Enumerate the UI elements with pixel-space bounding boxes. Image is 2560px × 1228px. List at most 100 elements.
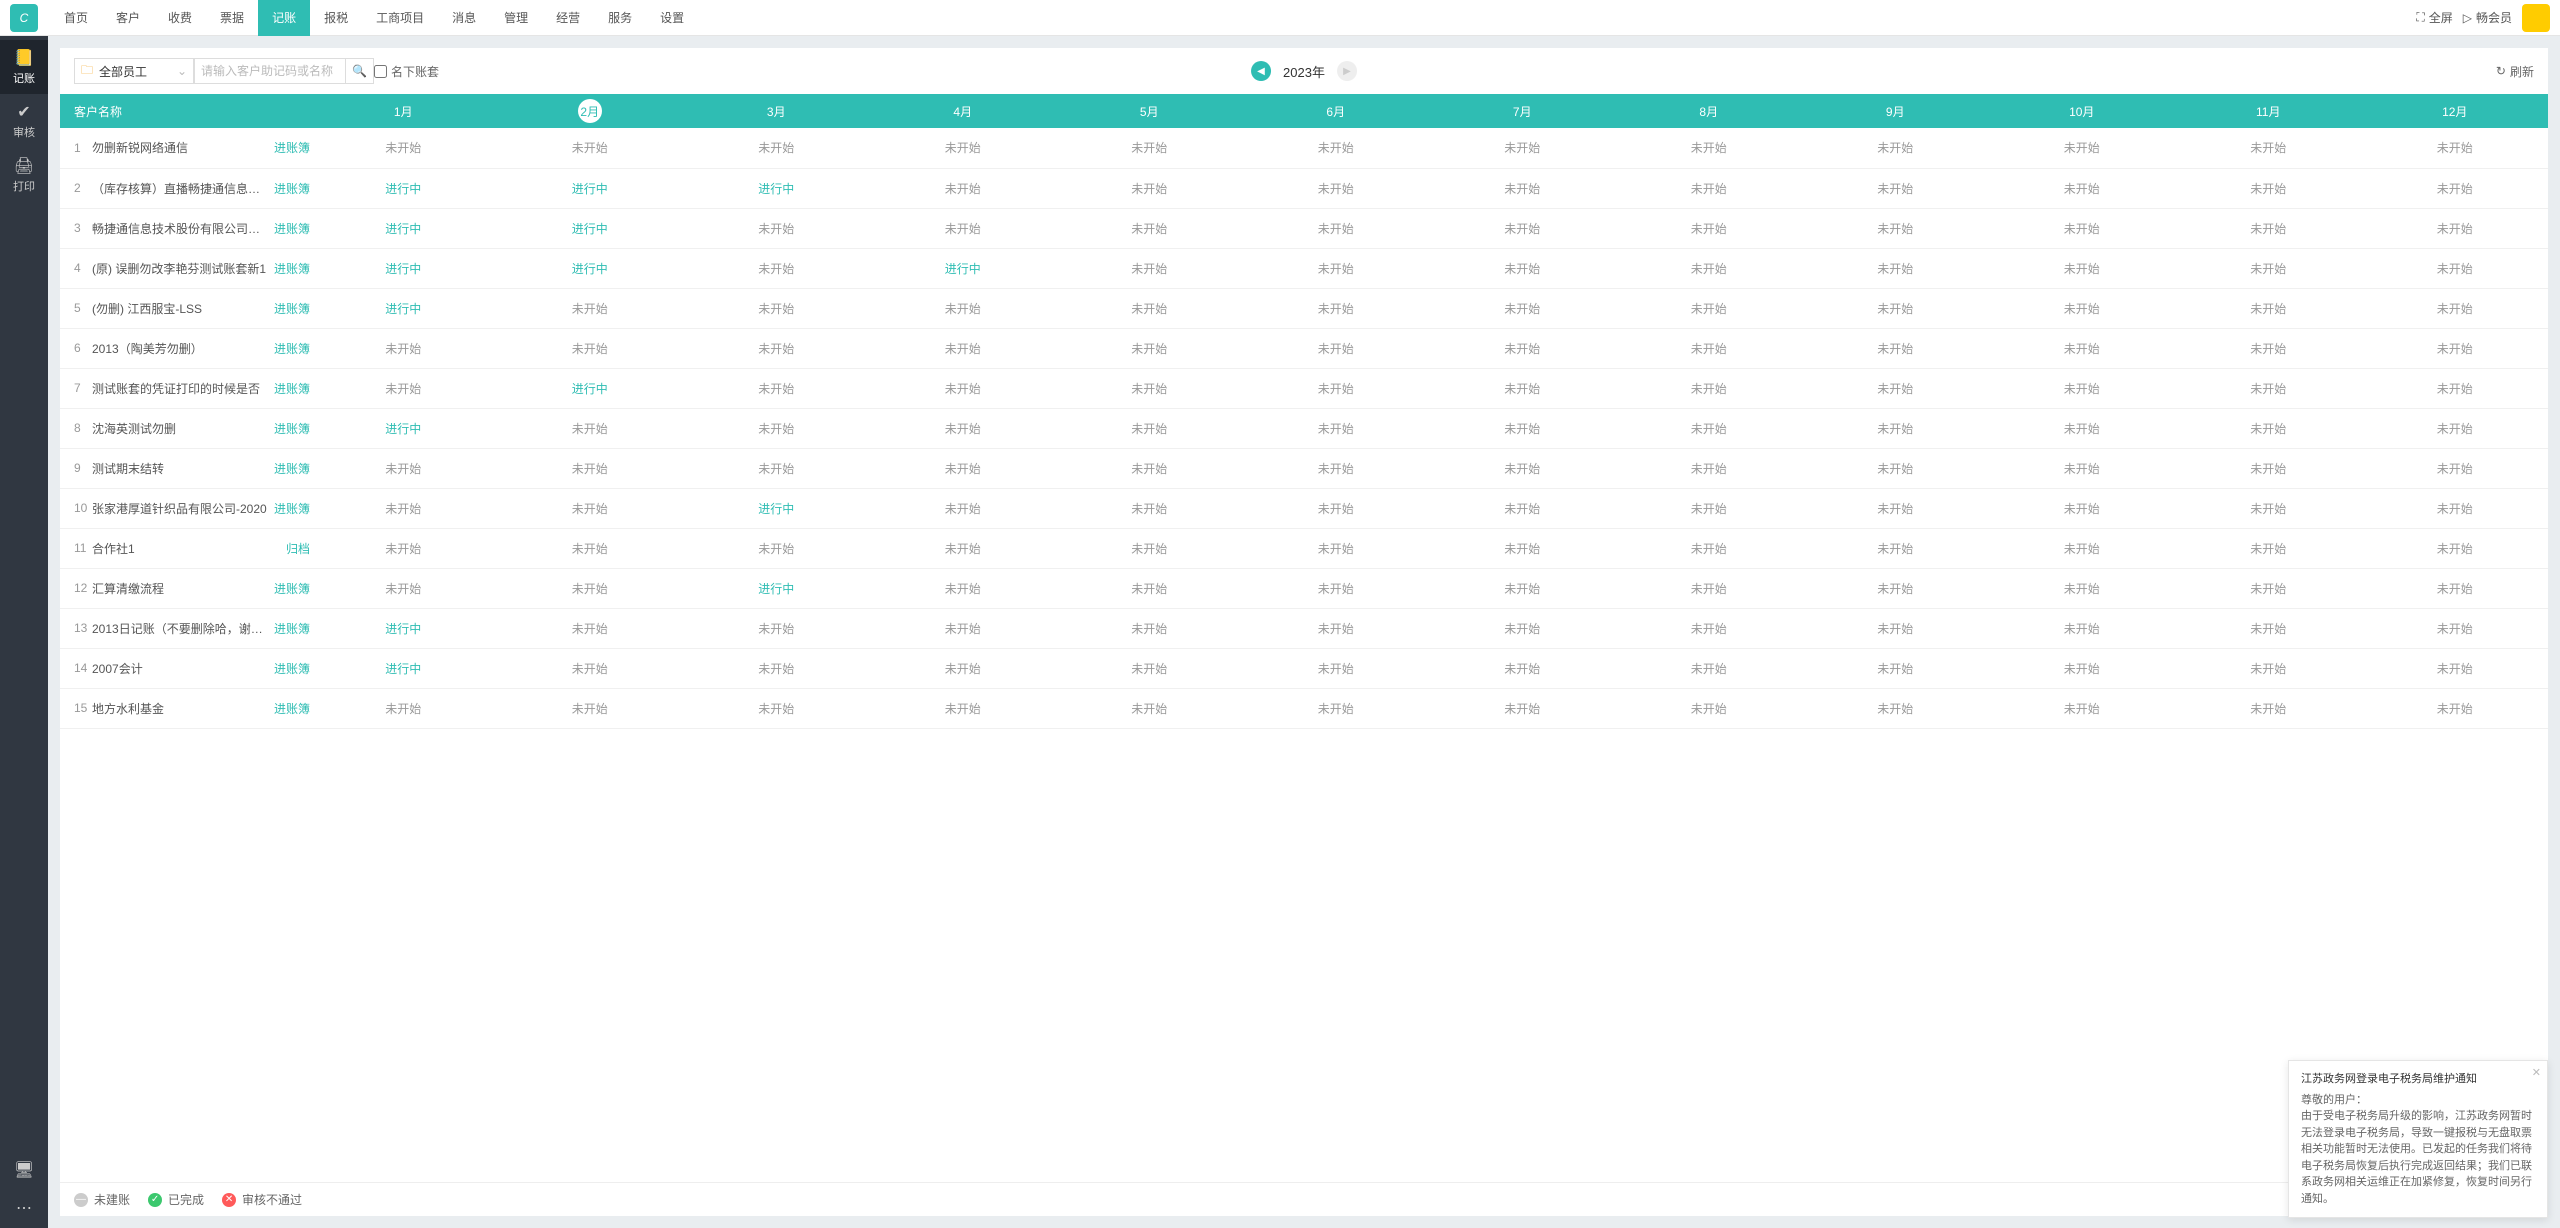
status-cell[interactable]: 未开始	[870, 648, 1057, 688]
topnav-item-10[interactable]: 服务	[594, 0, 646, 36]
book-link[interactable]: 进账簿	[274, 260, 310, 277]
status-cell[interactable]: 未开始	[683, 608, 870, 648]
status-cell[interactable]: 未开始	[683, 248, 870, 288]
topnav-item-8[interactable]: 管理	[490, 0, 542, 36]
book-link[interactable]: 进账簿	[274, 580, 310, 597]
status-cell[interactable]: 未开始	[1616, 408, 1803, 448]
status-cell[interactable]: 进行中	[497, 168, 684, 208]
table-row[interactable]: 142007会计进账簿进行中未开始未开始未开始未开始未开始未开始未开始未开始未开…	[60, 648, 2548, 688]
status-cell[interactable]: 未开始	[497, 328, 684, 368]
status-cell[interactable]: 未开始	[1429, 408, 1616, 448]
status-cell[interactable]: 未开始	[1989, 168, 2176, 208]
status-cell[interactable]: 未开始	[2175, 568, 2362, 608]
status-cell[interactable]: 未开始	[497, 128, 684, 168]
topnav-item-11[interactable]: 设置	[646, 0, 698, 36]
status-cell[interactable]: 未开始	[870, 168, 1057, 208]
col-month-6[interactable]: 6月	[1243, 94, 1430, 128]
status-cell[interactable]: 未开始	[1243, 448, 1430, 488]
status-cell[interactable]: 未开始	[1989, 208, 2176, 248]
status-cell[interactable]: 未开始	[1989, 608, 2176, 648]
status-cell[interactable]: 未开始	[1243, 408, 1430, 448]
book-link[interactable]: 进账簿	[274, 340, 310, 357]
status-cell[interactable]: 未开始	[497, 648, 684, 688]
col-month-5[interactable]: 5月	[1056, 94, 1243, 128]
status-cell[interactable]: 未开始	[1243, 128, 1430, 168]
table-row[interactable]: 5(勿删) 江西服宝-LSS进账簿进行中未开始未开始未开始未开始未开始未开始未开…	[60, 288, 2548, 328]
status-cell[interactable]: 未开始	[683, 688, 870, 728]
status-cell[interactable]: 未开始	[870, 488, 1057, 528]
table-row[interactable]: 4(原) 误删勿改李艳芬测试账套新1进账簿进行中进行中未开始进行中未开始未开始未…	[60, 248, 2548, 288]
status-cell[interactable]: 未开始	[497, 688, 684, 728]
status-cell[interactable]: 未开始	[497, 528, 684, 568]
status-cell[interactable]: 未开始	[683, 368, 870, 408]
status-cell[interactable]: 未开始	[2362, 608, 2549, 648]
status-cell[interactable]: 未开始	[2362, 528, 2549, 568]
status-cell[interactable]: 未开始	[1989, 128, 2176, 168]
topnav-item-5[interactable]: 报税	[310, 0, 362, 36]
status-cell[interactable]: 未开始	[1802, 568, 1989, 608]
col-month-10[interactable]: 10月	[1989, 94, 2176, 128]
status-cell[interactable]: 未开始	[1616, 488, 1803, 528]
status-cell[interactable]: 未开始	[1802, 608, 1989, 648]
status-cell[interactable]: 未开始	[1989, 248, 2176, 288]
status-cell[interactable]: 未开始	[497, 568, 684, 608]
book-link[interactable]: 进账簿	[274, 380, 310, 397]
status-cell[interactable]: 未开始	[2175, 248, 2362, 288]
status-cell[interactable]: 未开始	[1243, 368, 1430, 408]
status-cell[interactable]: 未开始	[2175, 448, 2362, 488]
table-row[interactable]: 15地方水利基金进账簿未开始未开始未开始未开始未开始未开始未开始未开始未开始未开…	[60, 688, 2548, 728]
status-cell[interactable]: 未开始	[1802, 168, 1989, 208]
status-cell[interactable]: 未开始	[1056, 528, 1243, 568]
topnav-item-0[interactable]: 首页	[50, 0, 102, 36]
status-cell[interactable]: 未开始	[1429, 608, 1616, 648]
book-link[interactable]: 进账簿	[274, 139, 310, 156]
book-link[interactable]: 进账簿	[274, 420, 310, 437]
status-cell[interactable]: 未开始	[1056, 648, 1243, 688]
book-link[interactable]: 进账簿	[274, 460, 310, 477]
status-cell[interactable]: 未开始	[683, 128, 870, 168]
status-cell[interactable]: 未开始	[870, 128, 1057, 168]
topnav-item-3[interactable]: 票据	[206, 0, 258, 36]
status-cell[interactable]: 未开始	[1989, 448, 2176, 488]
status-cell[interactable]: 未开始	[310, 528, 497, 568]
status-cell[interactable]: 进行中	[310, 648, 497, 688]
status-cell[interactable]: 未开始	[1802, 368, 1989, 408]
status-cell[interactable]: 未开始	[1056, 568, 1243, 608]
status-cell[interactable]: 未开始	[1989, 408, 2176, 448]
book-link[interactable]: 进账簿	[274, 620, 310, 637]
table-row[interactable]: 132013日记账（不要删除哈，谢谢）进账簿进行中未开始未开始未开始未开始未开始…	[60, 608, 2548, 648]
status-cell[interactable]: 未开始	[1056, 408, 1243, 448]
status-cell[interactable]: 未开始	[1616, 448, 1803, 488]
employee-select[interactable]: 🗀 全部员工 ⌄	[74, 58, 194, 84]
status-cell[interactable]: 未开始	[2175, 528, 2362, 568]
table-row[interactable]: 8沈海英测试勿删进账簿进行中未开始未开始未开始未开始未开始未开始未开始未开始未开…	[60, 408, 2548, 448]
book-link[interactable]: 进账簿	[274, 220, 310, 237]
book-link[interactable]: 归档	[286, 540, 310, 557]
status-cell[interactable]: 未开始	[1989, 648, 2176, 688]
table-row[interactable]: 1勿删新锐网络通信进账簿未开始未开始未开始未开始未开始未开始未开始未开始未开始未…	[60, 128, 2548, 168]
status-cell[interactable]: 未开始	[870, 408, 1057, 448]
status-cell[interactable]: 未开始	[1616, 568, 1803, 608]
status-cell[interactable]: 未开始	[1056, 288, 1243, 328]
status-cell[interactable]: 未开始	[1243, 168, 1430, 208]
topnav-item-1[interactable]: 客户	[102, 0, 154, 36]
status-cell[interactable]: 未开始	[1989, 328, 2176, 368]
year-prev[interactable]: ◀	[1251, 61, 1271, 81]
status-cell[interactable]: 未开始	[1243, 608, 1430, 648]
status-cell[interactable]: 未开始	[870, 368, 1057, 408]
status-cell[interactable]: 未开始	[310, 488, 497, 528]
status-cell[interactable]: 未开始	[1989, 488, 2176, 528]
status-cell[interactable]: 未开始	[2175, 368, 2362, 408]
table-row[interactable]: 10张家港厚道针织品有限公司-2020进账簿未开始未开始进行中未开始未开始未开始…	[60, 488, 2548, 528]
status-cell[interactable]: 未开始	[1429, 448, 1616, 488]
status-cell[interactable]: 未开始	[1429, 288, 1616, 328]
status-cell[interactable]: 未开始	[310, 448, 497, 488]
status-cell[interactable]: 未开始	[1616, 288, 1803, 328]
status-cell[interactable]: 未开始	[1056, 128, 1243, 168]
status-cell[interactable]: 未开始	[1056, 608, 1243, 648]
avatar[interactable]	[2522, 4, 2550, 32]
status-cell[interactable]: 未开始	[1243, 648, 1430, 688]
status-cell[interactable]: 未开始	[497, 488, 684, 528]
status-cell[interactable]: 未开始	[1616, 328, 1803, 368]
status-cell[interactable]: 未开始	[1616, 608, 1803, 648]
